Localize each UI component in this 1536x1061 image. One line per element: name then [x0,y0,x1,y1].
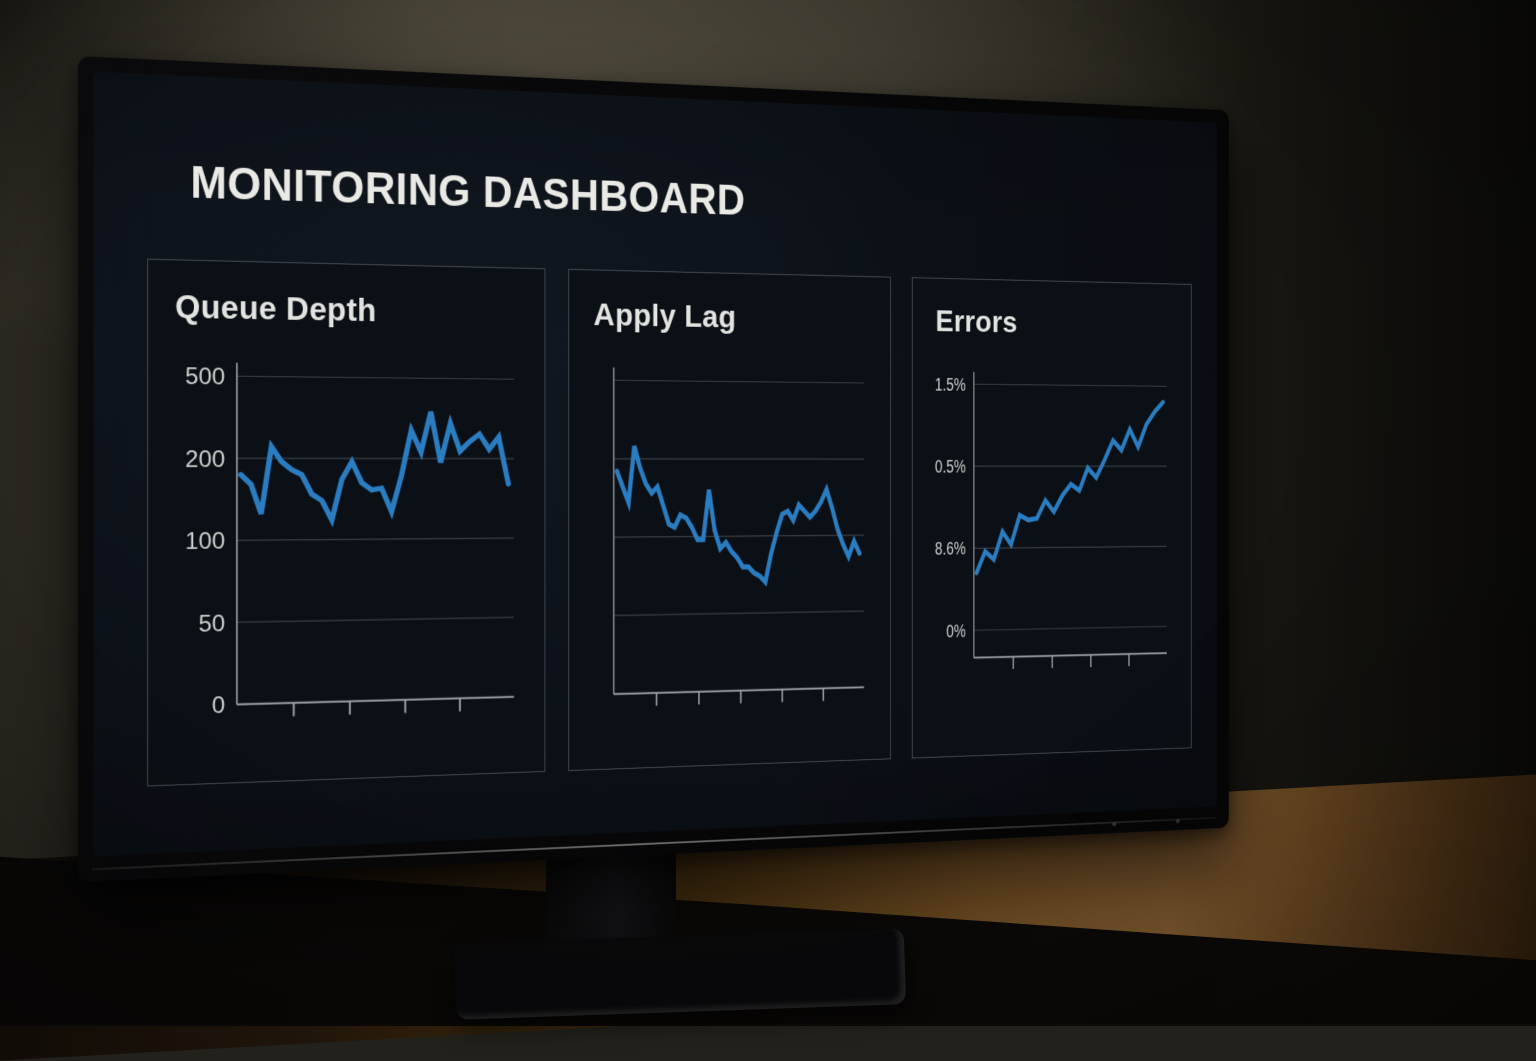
chart-title-queue-depth: Queue Depth [175,288,529,332]
svg-text:500: 500 [185,364,225,390]
page-title: MONITORING DASHBOARD [190,155,745,225]
bezel-indicator-dot [1176,819,1180,824]
svg-text:0%: 0% [947,620,967,641]
svg-text:0.5%: 0.5% [935,456,966,476]
svg-text:200: 200 [185,446,225,472]
svg-text:0: 0 [212,693,225,719]
svg-text:1.5%: 1.5% [935,374,966,395]
chart-title-errors: Errors [935,304,1177,343]
bezel-indicator-dot [1112,822,1116,827]
monitor-stand-base [454,928,906,1020]
apply-lag-chart [590,352,876,733]
svg-text:8.6%: 8.6% [935,538,966,559]
chart-title-apply-lag: Apply Lag [594,297,876,338]
errors-chart: 1.5% 0.5% 8.6% 0% [932,357,1177,722]
svg-text:100: 100 [185,529,225,555]
panel-apply-lag: Apply Lag [568,269,891,771]
svg-text:50: 50 [199,611,226,638]
panel-errors: Errors 1.5% 0.5% 8.6% 0% [912,277,1191,758]
